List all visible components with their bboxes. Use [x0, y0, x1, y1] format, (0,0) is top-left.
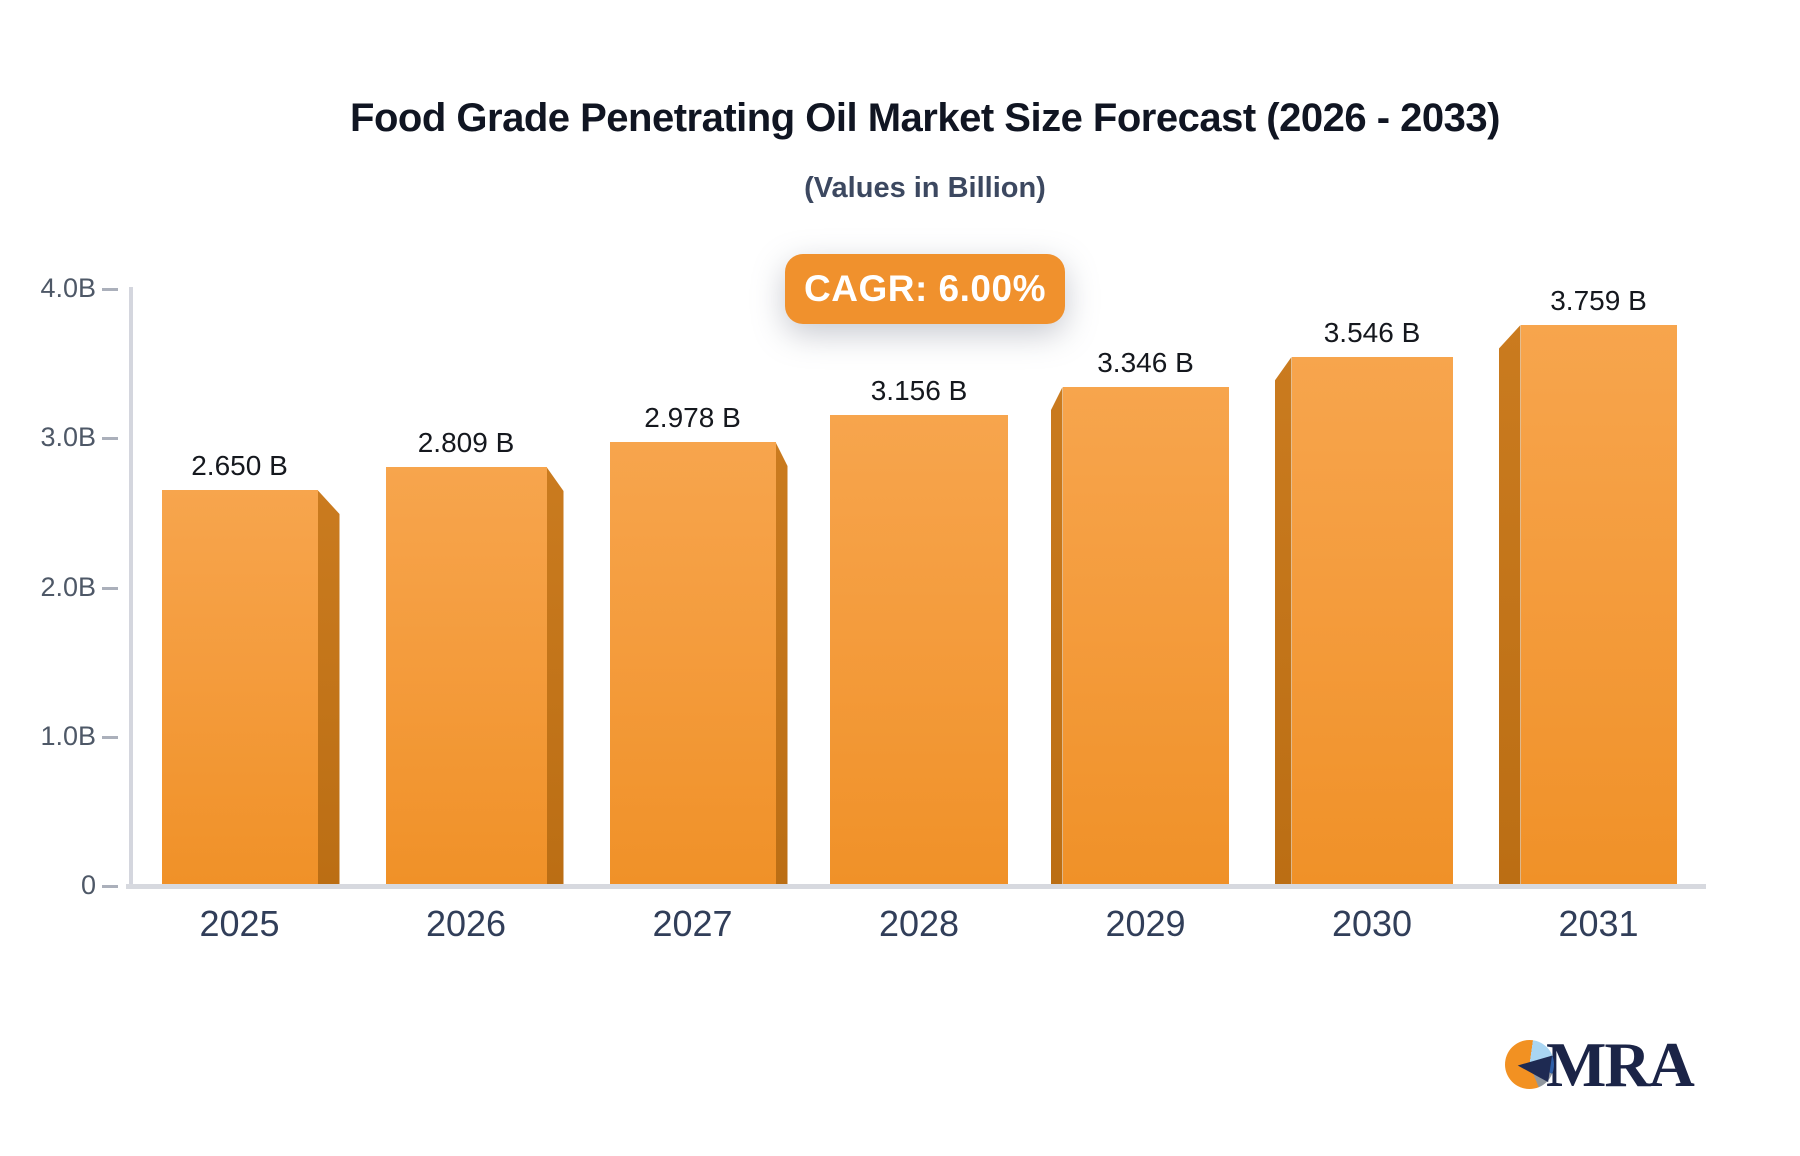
bar-value-label: 3.546 B	[1323, 317, 1421, 348]
bar-value-label: 3.759 B	[1550, 285, 1647, 316]
y-tick-label: 3.0B	[40, 422, 96, 453]
cagr-badge-label: CAGR: 6.00%	[804, 268, 1046, 309]
x-tick-label: 2025	[199, 903, 280, 944]
logo-needle-icon	[1517, 1055, 1553, 1083]
bar-value-label: 3.156 B	[870, 375, 968, 406]
y-tick-mark	[102, 288, 118, 291]
chart-subtitle: (Values in Billion)	[804, 172, 1046, 204]
cagr-badge: CAGR: 6.00%	[785, 254, 1065, 324]
x-tick-label: 2027	[652, 903, 733, 944]
x-tick-label: 2031	[1558, 903, 1639, 944]
x-tick-label: 2030	[1331, 903, 1413, 944]
bar-value-label: 2.809 B	[417, 427, 515, 458]
logo-text: MRA	[1546, 1029, 1695, 1100]
bar-2031	[1520, 325, 1677, 884]
bar-2029	[1062, 387, 1229, 884]
y-tick-mark	[102, 437, 118, 441]
chart-title: Food Grade Penetrating Oil Market Size F…	[350, 96, 1500, 140]
bar-side-2030	[1274, 357, 1292, 884]
brand-logo: MRA	[1505, 1029, 1695, 1100]
y-tick-label: 1.0B	[40, 720, 96, 751]
x-tick-label: 2028	[878, 903, 960, 944]
bar-side-2025	[317, 490, 340, 884]
bar-value-label: 2.978 B	[644, 402, 741, 433]
bar-side-2029	[1050, 387, 1063, 884]
pie-chart-logo-icon	[1505, 1040, 1554, 1089]
bar-2028	[830, 415, 1008, 884]
x-tick-label: 2026	[425, 903, 507, 944]
x-axis-baseline	[126, 884, 1706, 889]
y-tick-mark	[102, 586, 118, 590]
bar-2027	[609, 442, 776, 884]
bar-side-2027	[775, 442, 788, 884]
y-tick-label: 0	[80, 870, 96, 900]
y-axis-line	[129, 287, 133, 887]
bar-2030	[1291, 357, 1453, 884]
y-tick-mark	[102, 885, 118, 888]
bar-2026	[385, 467, 547, 884]
bar-value-label: 3.346 B	[1097, 347, 1194, 378]
y-tick-label: 4.0B	[40, 273, 96, 303]
y-tick-label: 2.0B	[40, 571, 96, 602]
x-tick-label: 2029	[1105, 903, 1186, 944]
bar-2025	[161, 490, 318, 884]
bar-value-label: 2.650 B	[191, 450, 288, 481]
y-tick-mark	[102, 735, 118, 739]
bar-side-2031	[1498, 325, 1521, 884]
bar-side-2026	[546, 467, 564, 884]
